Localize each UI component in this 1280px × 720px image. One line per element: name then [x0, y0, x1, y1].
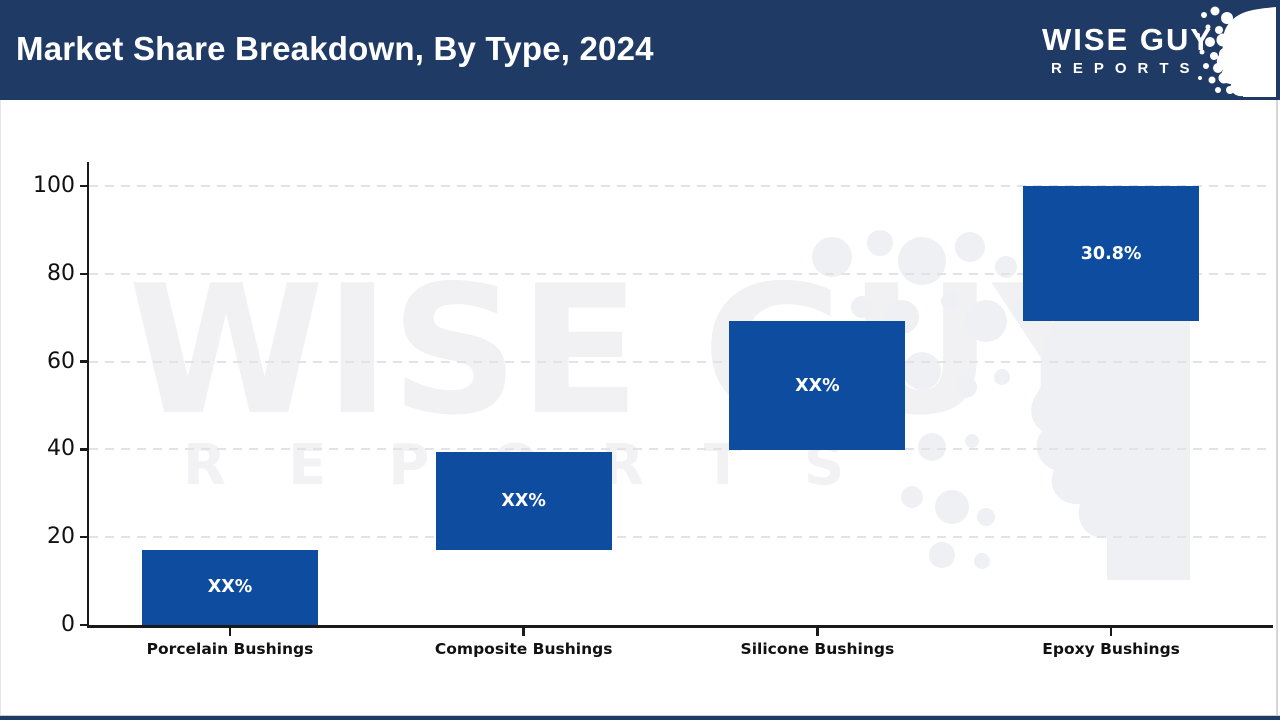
bar: XX% — [729, 321, 906, 450]
y-tick-label: 60 — [47, 348, 75, 374]
y-tick-label: 0 — [61, 612, 75, 637]
gridline — [89, 536, 1273, 539]
bar-value-label: XX% — [501, 490, 546, 511]
x-axis-line — [86, 625, 1273, 628]
footer-bar — [0, 716, 1280, 720]
y-tick-mark — [80, 360, 89, 363]
y-tick-mark — [80, 623, 89, 627]
x-tick-mark — [1109, 628, 1113, 636]
bar: XX% — [435, 452, 612, 550]
gridline — [89, 448, 1273, 451]
page-left-border — [0, 100, 1, 715]
y-tick-mark — [80, 535, 89, 539]
y-tick-mark — [80, 184, 89, 188]
bar-value-label: XX% — [795, 375, 840, 396]
bar: 30.8% — [1023, 186, 1200, 322]
logo-face-dots-icon — [1196, 6, 1276, 97]
bar-value-label: 30.8% — [1080, 243, 1142, 264]
y-tick-label: 20 — [47, 524, 75, 550]
y-tick-label: 100 — [33, 173, 75, 198]
x-tick-label: Composite Bushings — [434, 640, 613, 658]
x-tick-label: Epoxy Bushings — [1042, 640, 1180, 658]
x-tick-label: Silicone Bushings — [740, 640, 895, 658]
y-axis-line — [86, 162, 89, 628]
x-tick-label: Porcelain Bushings — [146, 640, 314, 658]
y-tick-mark — [80, 448, 89, 451]
page-bottom-border — [0, 715, 1280, 716]
page-title: Market Share Breakdown, By Type, 2024 — [16, 30, 654, 67]
x-tick-mark — [228, 628, 232, 636]
gridline — [89, 185, 1273, 187]
y-tick-mark — [80, 272, 89, 276]
bar: XX% — [142, 549, 318, 625]
gridline — [89, 272, 1273, 275]
logo-wordmark: WISE GUY — [1042, 22, 1214, 57]
watermark-wordmark: WISE GUY — [128, 247, 1122, 454]
y-tick-label: 40 — [47, 436, 75, 462]
x-tick-mark — [522, 628, 525, 636]
page-right-border — [1276, 100, 1278, 715]
gridline — [89, 360, 1273, 363]
header-bar — [0, 0, 1280, 100]
logo-reports-text: REPORTS — [1051, 60, 1201, 77]
bar-value-label: XX% — [207, 577, 253, 598]
x-tick-mark — [816, 628, 819, 636]
y-tick-label: 80 — [47, 260, 75, 286]
